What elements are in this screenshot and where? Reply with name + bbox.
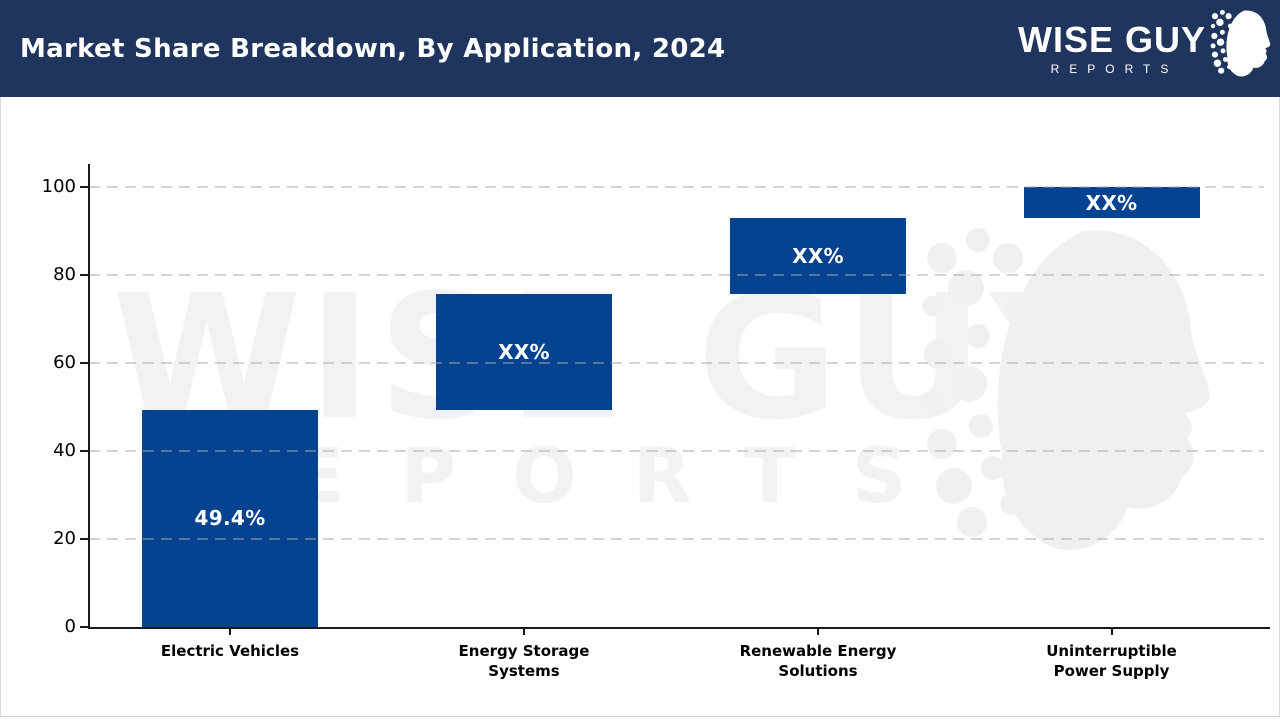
category-label-energy-storage-systems: Energy Storage Systems — [414, 641, 634, 682]
gridline-40 — [89, 450, 1264, 452]
category-label-line: Renewable Energy — [739, 642, 897, 660]
wise-guy-reports-logo: WISE GUY REPORTS — [1018, 7, 1280, 91]
bar-value-label: 49.4% — [194, 506, 266, 531]
logo-face-icon — [1210, 9, 1271, 76]
x-tick-renewable-energy-solutions — [817, 627, 819, 635]
category-label-renewable-energy-solutions: Renewable Energy Solutions — [708, 641, 928, 682]
category-label-line: Systems — [488, 662, 560, 681]
x-tick-uninterruptible-power-supply — [1110, 627, 1113, 635]
y-tick-label-60: 60 — [53, 352, 76, 373]
content-border-left — [0, 97, 1, 717]
y-tick-80 — [80, 274, 88, 276]
bar-value-label: XX% — [498, 339, 550, 364]
content-border-bottom — [0, 716, 1280, 717]
category-label-line: Power Supply — [1053, 662, 1170, 681]
y-tick-20 — [80, 538, 88, 540]
y-axis-line — [88, 164, 90, 629]
bar-energy-storage-systems: XX% — [436, 294, 612, 410]
category-label-line: Energy Storage — [458, 642, 590, 660]
page-title: Market Share Breakdown, By Application, … — [20, 33, 726, 64]
y-tick-100 — [80, 186, 88, 188]
gridline-20 — [89, 538, 1264, 540]
bar-value-label: XX% — [792, 244, 844, 269]
category-label-line: Solutions — [778, 662, 858, 681]
category-label-electric-vehicles: Electric Vehicles — [120, 641, 340, 661]
y-tick-0 — [80, 626, 88, 628]
gridline-100 — [89, 186, 1264, 188]
x-tick-energy-storage-systems — [523, 627, 525, 635]
x-tick-electric-vehicles — [229, 627, 231, 635]
watermark-face-icon — [921, 228, 1210, 551]
y-tick-60 — [80, 362, 88, 364]
bar-uninterruptible-power-supply: XX% — [1023, 187, 1200, 219]
x-axis-line — [88, 627, 1270, 629]
category-label-uninterruptible-power-supply: Uninterruptible Power Supply — [1002, 641, 1222, 682]
gridline-60 — [89, 362, 1264, 364]
y-tick-label-100: 100 — [41, 176, 76, 197]
category-label-line: Electric Vehicles — [160, 642, 300, 660]
y-tick-label-80: 80 — [53, 264, 76, 285]
y-tick-label-20: 20 — [53, 528, 76, 549]
logo-text: WISE GUY REPORTS — [1017, 19, 1206, 76]
header: Market Share Breakdown, By Application, … — [0, 0, 1280, 97]
gridline-80 — [89, 274, 1264, 276]
category-label-line: Uninterruptible — [1046, 642, 1177, 660]
y-tick-label-40: 40 — [53, 440, 76, 461]
y-tick-40 — [80, 450, 88, 452]
bar-electric-vehicles: 49.4% — [142, 409, 318, 627]
y-tick-label-0: 0 — [64, 616, 76, 637]
bar-renewable-energy-solutions: XX% — [730, 218, 906, 295]
bar-value-label: XX% — [1085, 190, 1138, 215]
logo-subtitle: REPORTS — [1050, 62, 1179, 76]
logo-name: WISE GUY — [1017, 19, 1206, 60]
